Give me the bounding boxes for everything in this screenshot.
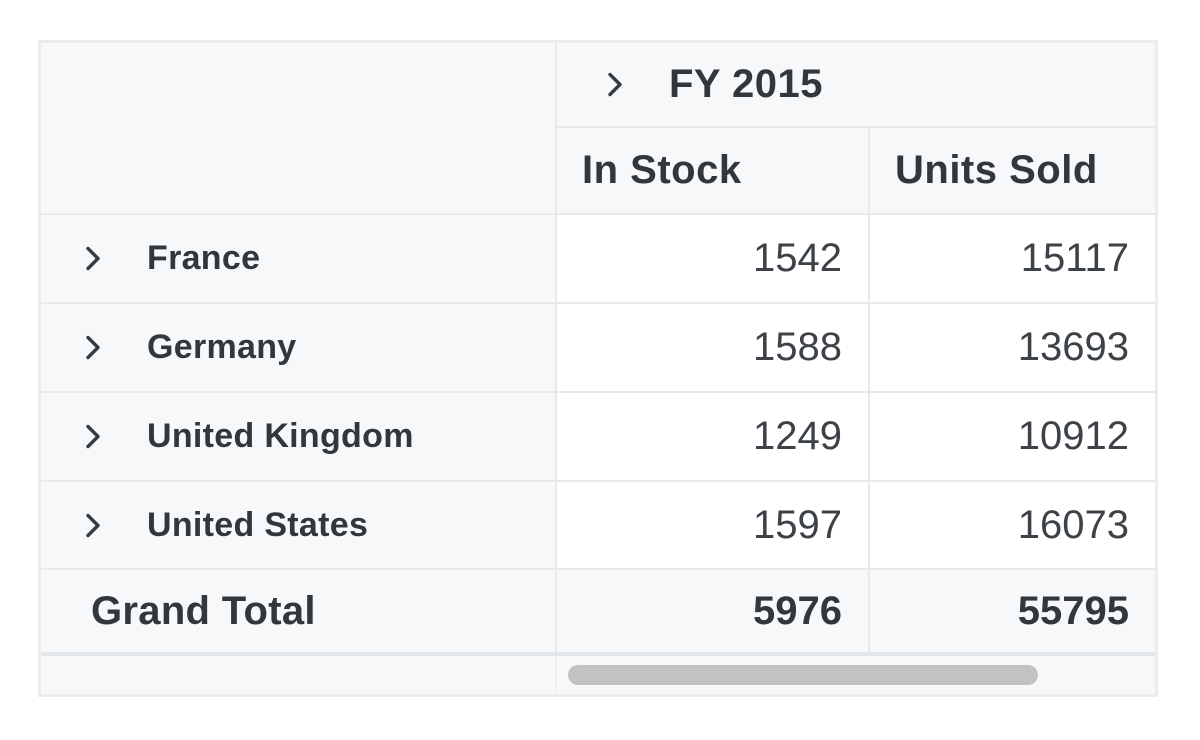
cell-france-in-stock[interactable]: 1542 [557,215,870,304]
column-divider [555,656,557,694]
column-header-units-sold[interactable]: Units Sold [870,128,1155,215]
column-group-header-fy-2015[interactable]: FY 2015 [557,43,1155,128]
horizontal-scrollbar-track[interactable] [41,652,1155,694]
row-label: France [147,239,261,277]
cell-united-states-units-sold[interactable]: 16073 [870,482,1155,570]
table-row-france: France 1542 15117 [41,215,1155,304]
row-header-germany[interactable]: Germany [41,304,557,393]
corner-cell [41,43,557,215]
horizontal-scrollbar-thumb[interactable] [568,665,1038,685]
grand-total-label: Grand Total [41,570,557,652]
row-header-france[interactable]: France [41,215,557,304]
chevron-right-icon[interactable] [85,512,101,539]
row-header-united-states[interactable]: United States [41,482,557,570]
cell-france-units-sold[interactable]: 15117 [870,215,1155,304]
cell-united-kingdom-units-sold[interactable]: 10912 [870,393,1155,482]
cell-germany-in-stock[interactable]: 1588 [557,304,870,393]
chevron-right-icon[interactable] [607,71,623,98]
row-header-united-kingdom[interactable]: United Kingdom [41,393,557,482]
column-header-in-stock[interactable]: In Stock [557,128,870,215]
row-label: Germany [147,328,297,366]
cell-united-kingdom-in-stock[interactable]: 1249 [557,393,870,482]
table-row-united-kingdom: United Kingdom 1249 10912 [41,393,1155,482]
cell-germany-units-sold[interactable]: 13693 [870,304,1155,393]
pivot-grid: FY 2015 In Stock Units Sold [41,43,1155,652]
pivot-table: FY 2015 In Stock Units Sold [38,40,1158,697]
grand-total-row: Grand Total 5976 55795 [41,570,1155,652]
cell-grand-total-in-stock[interactable]: 5976 [557,570,870,652]
chevron-right-icon[interactable] [85,245,101,272]
table-row-united-states: United States 1597 16073 [41,482,1155,570]
column-group-label: FY 2015 [669,62,823,106]
row-label: United Kingdom [147,417,414,455]
column-group-row: FY 2015 [41,43,1155,215]
measure-header-row: In Stock Units Sold [41,128,1155,215]
cell-grand-total-units-sold[interactable]: 55795 [870,570,1155,652]
row-label: United States [147,505,369,544]
chevron-right-icon[interactable] [85,423,101,450]
chevron-right-icon[interactable] [85,334,101,361]
cell-united-states-in-stock[interactable]: 1597 [557,482,870,570]
table-row-germany: Germany 1588 13693 [41,304,1155,393]
